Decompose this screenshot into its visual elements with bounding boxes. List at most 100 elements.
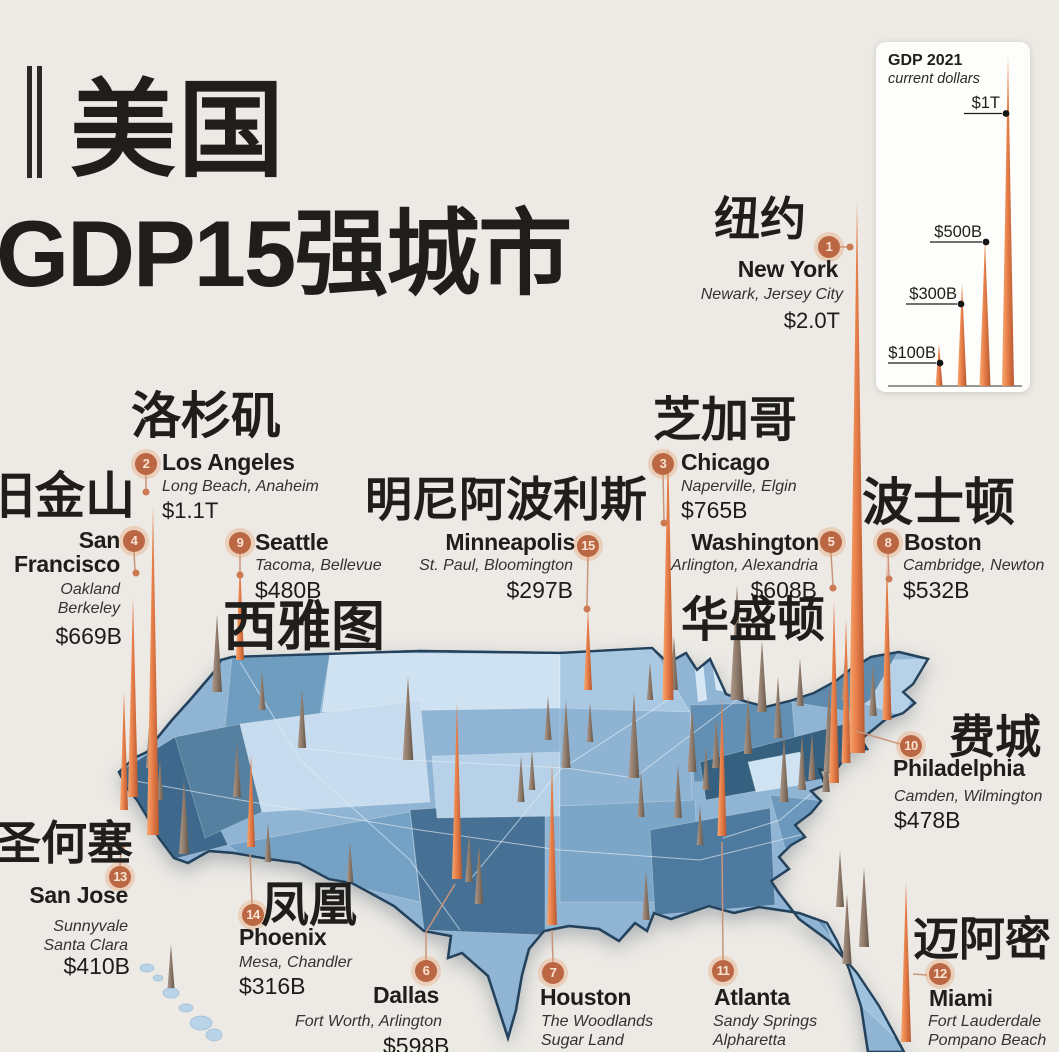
city-philadelphia-name-zh: 费城 [949,711,1041,763]
city-chicago-name-zh: 芝加哥 [653,394,798,447]
city-philadelphia-metro-line: Camden, Wilmington [894,788,1043,805]
legend-spike-1t [1002,56,1014,386]
city-seattle-gdp-value: $480B [255,577,322,603]
legend-tick-label-100b: $100B [888,344,936,362]
city-san-francisco-metro-line: Berkeley [57,600,120,617]
city-miami-name-en: Miami [929,985,993,1011]
city-los-angeles-gdp-value: $1.1T [162,498,219,523]
city-boston-name-en: Boston [904,529,982,555]
city-san-francisco-name-en: San Francisco [14,527,120,577]
spike-atlanta [717,696,727,836]
spike-los-angeles [147,505,159,835]
city-phoenix-gdp-value: $316B [239,973,306,999]
spike-philadelphia [841,618,851,763]
city-minneapolis-gdp-value: $297B [506,577,573,603]
spike-new-york [849,200,865,753]
city-spikes [120,200,911,1042]
hawaii-islands [139,963,223,1042]
city-washington-gdp-value: $608B [750,577,817,603]
city-los-angeles-name-zh: 洛杉矶 [131,388,281,444]
city-san-jose-metro-line: Sunnyvale [53,918,128,935]
city-chicago-name-en: Chicago [681,449,770,475]
city-dallas-metro: Fort Worth, Arlington [295,1012,442,1031]
city-phoenix-metro: Mesa, Chandler [239,953,352,972]
city-atlanta-metro-line: Alpharetta [713,1032,786,1049]
city-san-jose-gdp-value: $410B [63,953,130,979]
city-miami-metro-line: Fort Lauderdale [928,1013,1041,1030]
legend-tick-label-500b: $500B [934,223,982,241]
city-san-francisco-name-zh: 旧金山 [0,468,135,524]
spike-dallas [452,701,462,879]
title-marker-bar [27,66,32,178]
legend-spike-300b [957,283,967,386]
city-san-francisco-gdp-value: $669B [55,623,122,649]
city-minneapolis-rank-badge: 15 [577,535,599,557]
city-boston-metro: Cambridge, Newton [903,556,1044,575]
city-miami-rank-badge: 12 [929,963,951,985]
city-washington-metro-line: Arlington, Alexandria [670,557,818,574]
city-atlanta-name-en: Atlanta [714,984,790,1010]
city-miami-metro-line: Pompano Beach [928,1032,1047,1049]
city-dallas-rank-badge: 6 [415,960,437,982]
city-new-york-metro-line: Newark, Jersey City [700,286,843,303]
city-boston-metro-line: Cambridge, Newton [903,557,1045,574]
spike-houston [547,762,557,925]
title-marker-bar [37,66,42,178]
city-miami-metro: Fort Lauderdale Pompano Beach [928,1012,1046,1050]
city-san-jose-rank-badge: 13 [109,866,131,888]
city-philadelphia-gdp-value: $478B [894,807,961,833]
legend-tick-label-1t: $1T [972,94,1000,112]
city-washington-name-zh: 华盛顿 [681,594,826,647]
page-title-zh-line2: GDP15强城市 [0,201,572,306]
city-new-york-name-zh: 纽约 [714,193,806,245]
city-chicago-rank-badge: 3 [652,453,674,475]
legend-tick-dots [936,110,1010,367]
spike-seattle [236,560,244,660]
city-miami-name-zh: 迈阿密 [913,913,1051,965]
spike-san-francisco [128,597,138,797]
city-washington-name-en: Washington [691,529,819,555]
spike-minneapolis [584,608,592,690]
city-chicago-metro: Naperville, Elgin [681,477,797,496]
city-new-york-metro: Newark, Jersey City [701,285,843,304]
city-phoenix-rank-badge: 14 [242,904,264,926]
city-philadelphia-metro: Camden, Wilmington [894,787,1042,806]
spike-phoenix [247,754,255,847]
city-atlanta-metro: Sandy Springs Alpharetta [713,1012,817,1050]
city-seattle-name-zh: 西雅图 [223,597,385,657]
legend-title: GDP 2021 [888,52,963,69]
city-washington-rank-badge: 5 [820,531,842,553]
connector-lines [117,243,928,976]
city-houston-metro: The Woodlands Sugar Land [541,1012,653,1050]
legend-tick-lines [888,112,1002,364]
city-phoenix-name-en: Phoenix [239,924,327,950]
city-philadelphia-name-en: Philadelphia [893,755,1025,781]
city-new-york-gdp-value: $2.0T [783,308,840,333]
spike-boston [882,560,892,720]
city-seattle-metro: Tacoma, Bellevue [255,556,382,575]
city-los-angeles-metro-line: Long Beach, Anaheim [162,478,319,495]
city-boston-name-zh: 波士顿 [862,474,1016,531]
city-new-york-rank-badge: 1 [818,236,840,258]
city-houston-metro-line: Sugar Land [541,1032,624,1049]
city-san-jose-name-zh: 圣何塞 [0,817,133,869]
city-seattle-rank-badge: 9 [229,532,251,554]
city-atlanta-metro-line: Sandy Springs [713,1013,818,1030]
city-los-angeles-name-en: Los Angeles [162,449,295,475]
spike-san-jose [120,692,128,810]
city-san-francisco-metro-line: Oakland [60,581,120,598]
spike-miami [901,882,911,1042]
city-san-jose-name-en: San Jose [29,882,128,908]
city-boston-rank-badge: 8 [877,532,899,554]
city-dallas-gdp-value: $598B [383,1033,450,1052]
city-houston-name-en: Houston [540,984,632,1010]
legend-spike-500b [979,240,991,386]
city-san-jose-metro: Sunnyvale Santa Clara [44,917,129,955]
city-new-york-name-en: New York [737,256,839,282]
city-washington-metro: Arlington, Alexandria [671,556,818,575]
city-los-angeles-metro: Long Beach, Anaheim [162,477,319,496]
legend-card: $1T $500B $300B $100B GDP 2021 current d… [876,42,1030,392]
spike-chicago [662,445,674,700]
spike-washington [829,601,839,783]
